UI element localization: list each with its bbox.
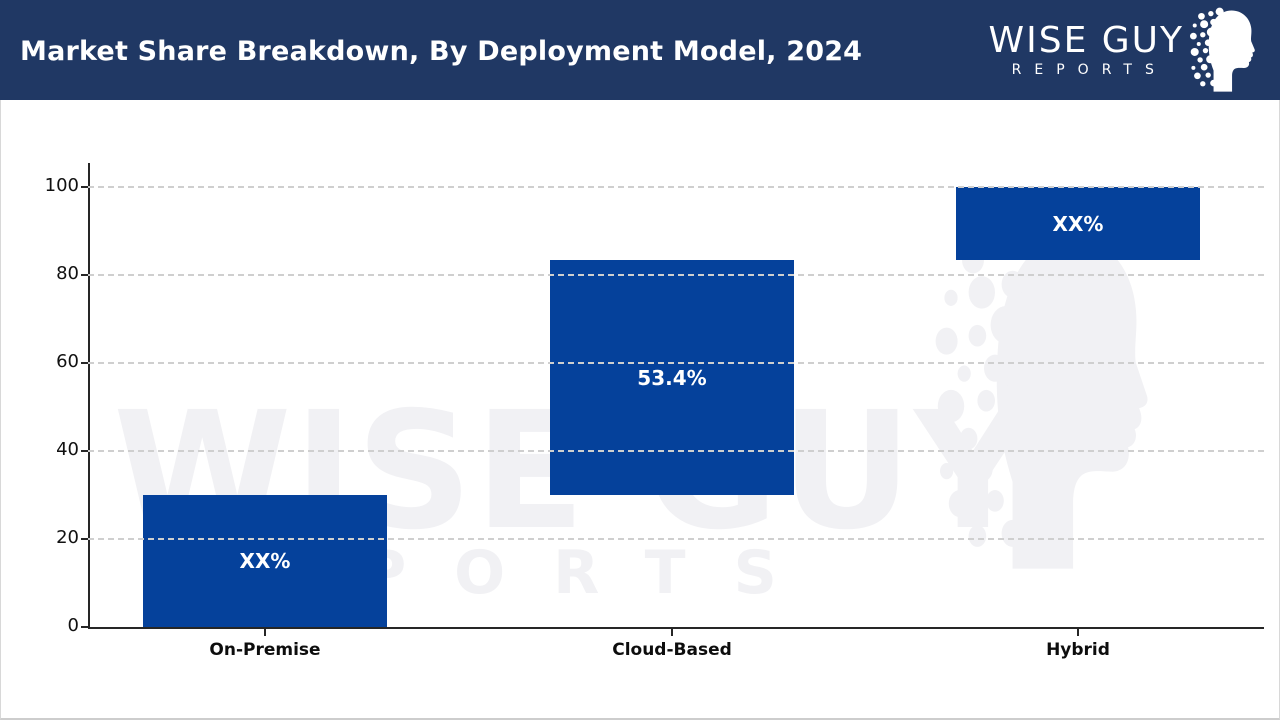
bar-on-premise	[143, 495, 387, 627]
y-tick-label: 60	[56, 351, 79, 372]
logo-wordmark: WISE GUY	[988, 19, 1184, 61]
gridline-80	[88, 274, 1264, 276]
logo-text: WISE GUY REPORTS	[988, 19, 1185, 78]
y-axis-line	[88, 163, 90, 627]
y-tick-mark	[81, 186, 88, 188]
page-title: Market Share Breakdown, By Deployment Mo…	[20, 35, 863, 67]
bar-cloud-based	[550, 260, 794, 495]
wiseguy-logo: WISE GUY REPORTS	[989, 0, 1263, 100]
bar-value-label: XX%	[239, 549, 291, 573]
x-category-label: Hybrid	[1046, 640, 1110, 660]
y-tick-mark	[81, 274, 88, 276]
header: Market Share Breakdown, By Deployment Mo…	[0, 0, 1280, 100]
y-tick-mark	[81, 626, 88, 628]
logo-subtext: REPORTS	[1011, 61, 1167, 78]
gridline-40	[88, 450, 1264, 452]
gridline-60	[88, 362, 1264, 364]
y-tick-label: 40	[56, 439, 79, 460]
bar-value-label: XX%	[1052, 211, 1104, 236]
y-tick-label: 0	[67, 615, 79, 636]
x-tick-mark	[1077, 629, 1079, 636]
chart-panel: WISE GUY REPORTS 0 20 40 60 80 100 XX% On-Premi…	[0, 100, 1280, 720]
x-axis-line	[88, 627, 1264, 629]
y-tick-label: 100	[44, 175, 79, 196]
x-tick-mark	[264, 629, 266, 636]
y-tick-mark	[81, 450, 88, 452]
gridline-20	[88, 538, 1264, 540]
y-tick-mark	[81, 362, 88, 364]
y-tick-label: 80	[56, 263, 79, 284]
bar-hybrid	[956, 187, 1200, 261]
gridline-100	[88, 186, 1264, 188]
x-tick-mark	[671, 629, 673, 636]
x-category-label: On-Premise	[209, 640, 321, 660]
x-category-label: Cloud-Based	[612, 640, 732, 660]
wiseguy-head-icon	[1190, 7, 1255, 92]
bar-value-label: 53.4%	[637, 365, 707, 390]
y-tick-label: 20	[56, 527, 79, 548]
y-tick-mark	[81, 538, 88, 540]
